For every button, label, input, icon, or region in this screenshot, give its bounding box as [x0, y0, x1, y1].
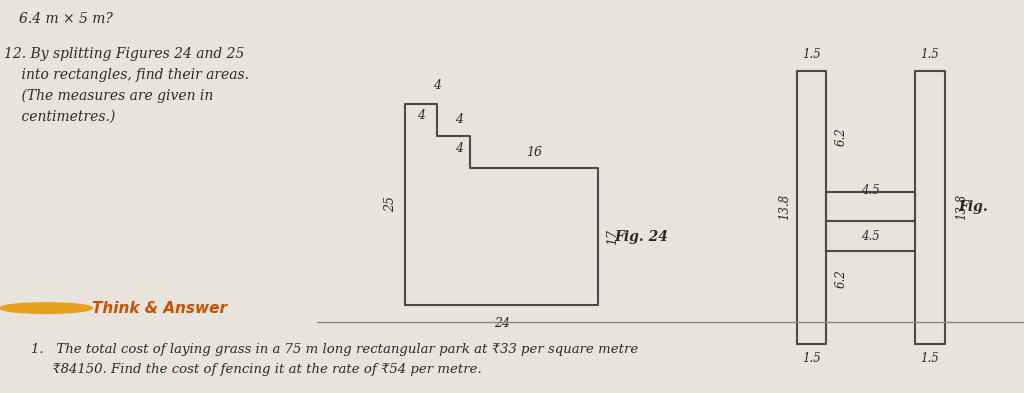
Text: 4.5: 4.5	[861, 184, 881, 197]
Text: 6.2: 6.2	[835, 127, 847, 145]
Text: 25: 25	[384, 196, 397, 213]
Text: Fig. 24: Fig. 24	[614, 230, 669, 244]
Text: 6.4 m × 5 m?: 6.4 m × 5 m?	[19, 12, 114, 26]
Text: 4: 4	[455, 114, 463, 127]
Text: 4: 4	[433, 79, 441, 92]
Text: 1.   The total cost of laying grass in a 75 m long rectangular park at ₹33 per s: 1. The total cost of laying grass in a 7…	[31, 343, 638, 376]
Text: 1.5: 1.5	[802, 48, 821, 61]
Text: 1.5: 1.5	[802, 352, 821, 365]
Text: 1.5: 1.5	[921, 48, 939, 61]
Text: 17: 17	[606, 229, 620, 244]
Text: 4: 4	[418, 109, 425, 123]
Text: 13.8: 13.8	[777, 194, 791, 220]
Text: 13.8: 13.8	[954, 194, 968, 220]
Text: 16: 16	[526, 145, 542, 159]
Text: 1.5: 1.5	[921, 352, 939, 365]
Text: Think & Answer: Think & Answer	[92, 301, 227, 316]
Text: Fig.: Fig.	[958, 200, 988, 214]
Text: 24: 24	[494, 317, 510, 330]
Circle shape	[0, 303, 92, 314]
Text: 4: 4	[455, 141, 463, 154]
Text: 6.2: 6.2	[835, 269, 847, 288]
Text: 12. By splitting Figures 24 and 25
    into rectangles, find their areas.
    (T: 12. By splitting Figures 24 and 25 into …	[4, 47, 249, 123]
Text: 4.5: 4.5	[861, 230, 881, 242]
